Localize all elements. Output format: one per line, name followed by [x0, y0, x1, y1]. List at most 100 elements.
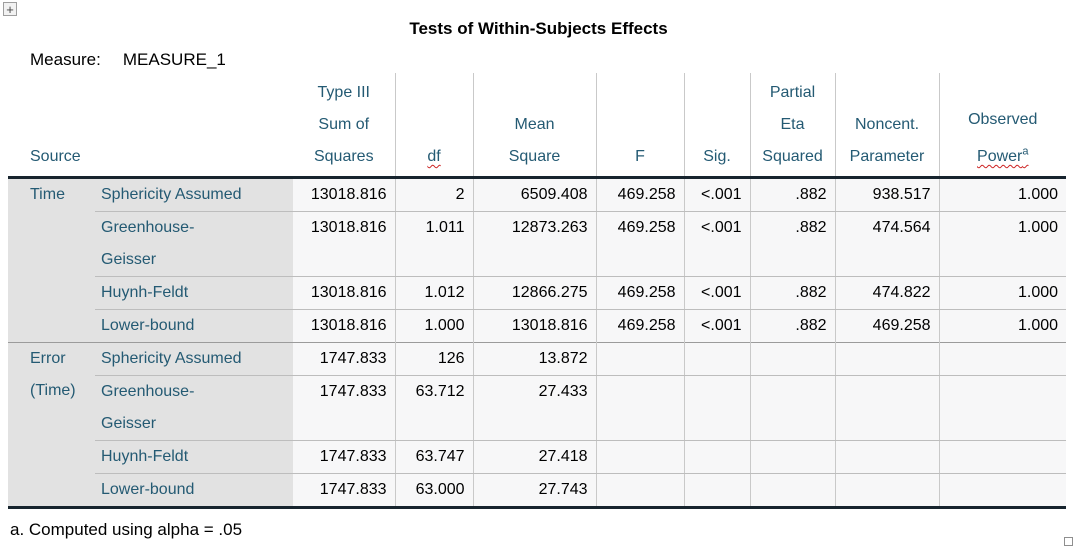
table-row: Lower-bound 13018.816 1.000 13018.816 46…: [8, 309, 1067, 343]
cell-df: 63.747: [394, 440, 474, 474]
col-header-source: Source: [8, 73, 294, 179]
cell-f: [595, 375, 685, 441]
cell-noncent-parameter: [834, 440, 940, 474]
cell-noncent-parameter: [834, 342, 940, 376]
cell-f: [595, 342, 685, 376]
cell-partial-eta-squared: [749, 342, 836, 376]
cell-f: 469.258: [595, 276, 685, 310]
cell-partial-eta-squared: [749, 375, 836, 441]
cell-method: Greenhouse- Geisser: [95, 375, 294, 441]
table-row: Greenhouse- Geisser 13018.816 1.011 1287…: [8, 211, 1067, 277]
cell-df: 1.012: [394, 276, 474, 310]
cell-f: 469.258: [595, 211, 685, 277]
cell-partial-eta-squared: .882: [749, 309, 836, 343]
cell-partial-eta-squared: .882: [749, 211, 836, 277]
cell-sum-of-squares: 13018.816: [293, 211, 396, 277]
cell-df: 63.000: [394, 473, 474, 509]
cell-method: Lower-bound: [95, 473, 294, 509]
col-header-observed-power: Observed Powera: [938, 73, 1067, 179]
col-header-mean-square: Mean Square: [472, 73, 597, 179]
cell-observed-power: [938, 342, 1067, 376]
cell-sig: <.001: [683, 309, 751, 343]
table-row: Huynh-Feldt 1747.833 63.747 27.418: [8, 440, 1067, 474]
cell-sum-of-squares: 1747.833: [293, 375, 396, 441]
table-footnote: a. Computed using alpha = .05: [10, 520, 243, 539]
measure-label: Measure:: [30, 50, 101, 69]
cell-mean-square: 27.433: [472, 375, 597, 441]
cell-sig: [683, 440, 751, 474]
cell-observed-power: 1.000: [938, 276, 1067, 310]
cell-method: Huynh-Feldt: [95, 440, 294, 474]
cell-sig: [683, 342, 751, 376]
cell-partial-eta-squared: [749, 473, 836, 509]
cell-f: 469.258: [595, 177, 685, 212]
col-header-noncent-parameter: Noncent. Parameter: [834, 73, 940, 179]
cell-sum-of-squares: 1747.833: [293, 342, 396, 376]
cell-observed-power: 1.000: [938, 211, 1067, 277]
measure-line: Measure: MEASURE_1: [30, 50, 226, 70]
cell-noncent-parameter: 938.517: [834, 177, 940, 212]
cell-method: Greenhouse- Geisser: [95, 211, 294, 277]
cell-partial-eta-squared: .882: [749, 177, 836, 212]
cell-noncent-parameter: [834, 473, 940, 509]
cell-sum-of-squares: 13018.816: [293, 309, 396, 343]
table-row: Time Sphericity Assumed 13018.816 2 6509…: [8, 177, 1067, 343]
col-header-df: df: [394, 73, 474, 179]
cell-mean-square: 6509.408: [472, 177, 597, 212]
cell-noncent-parameter: 469.258: [834, 309, 940, 343]
table-row: Greenhouse- Geisser 1747.833 63.712 27.4…: [8, 375, 1067, 441]
cell-f: 469.258: [595, 309, 685, 343]
header-row: Source Type III Sum of Squares df Mean S…: [8, 73, 1067, 179]
cell-mean-square: 27.743: [472, 473, 597, 509]
cell-observed-power: [938, 440, 1067, 474]
col-header-partial-eta-squared: Partial Eta Squared: [749, 73, 836, 179]
cell-noncent-parameter: 474.822: [834, 276, 940, 310]
cell-df: 63.712: [394, 375, 474, 441]
cell-df: 126: [394, 342, 474, 376]
col-header-type-iii-sum-of-squares: Type III Sum of Squares: [293, 73, 396, 179]
cell-partial-eta-squared: .882: [749, 276, 836, 310]
cell-sum-of-squares: 1747.833: [293, 473, 396, 509]
row-group-time: Time: [8, 177, 95, 343]
cell-observed-power: [938, 375, 1067, 441]
table-row: Error (Time) Sphericity Assumed 1747.833…: [8, 342, 1067, 509]
cell-mean-square: 12866.275: [472, 276, 597, 310]
table-row: Huynh-Feldt 13018.816 1.012 12866.275 46…: [8, 276, 1067, 310]
cell-method: Sphericity Assumed: [95, 342, 294, 376]
cell-method: Sphericity Assumed: [95, 177, 294, 212]
within-subjects-effects-table[interactable]: Source Type III Sum of Squares df Mean S…: [8, 73, 1067, 509]
cell-mean-square: 13018.816: [472, 309, 597, 343]
table-move-handle-icon[interactable]: +: [3, 2, 17, 16]
col-header-f: F: [595, 73, 685, 179]
cell-sum-of-squares: 13018.816: [293, 177, 396, 212]
measure-value: MEASURE_1: [122, 50, 226, 69]
cell-observed-power: 1.000: [938, 177, 1067, 212]
cell-f: [595, 440, 685, 474]
cell-noncent-parameter: 474.564: [834, 211, 940, 277]
cell-df: 1.000: [394, 309, 474, 343]
cell-sig: [683, 473, 751, 509]
cell-sig: <.001: [683, 276, 751, 310]
cell-sum-of-squares: 13018.816: [293, 276, 396, 310]
row-group-error-time: Error (Time): [8, 342, 95, 509]
cell-method: Lower-bound: [95, 309, 294, 343]
cell-sig: <.001: [683, 211, 751, 277]
table-row: Lower-bound 1747.833 63.000 27.743: [8, 473, 1067, 509]
cell-mean-square: 13.872: [472, 342, 597, 376]
cell-method: Huynh-Feldt: [95, 276, 294, 310]
cell-sum-of-squares: 1747.833: [293, 440, 396, 474]
cell-df: 1.011: [394, 211, 474, 277]
cell-partial-eta-squared: [749, 440, 836, 474]
cell-noncent-parameter: [834, 375, 940, 441]
cell-mean-square: 12873.263: [472, 211, 597, 277]
cell-sig: [683, 375, 751, 441]
cell-f: [595, 473, 685, 509]
cell-mean-square: 27.418: [472, 440, 597, 474]
cell-df: 2: [394, 177, 474, 212]
cell-sig: <.001: [683, 177, 751, 212]
col-header-sig: Sig.: [683, 73, 751, 179]
cell-observed-power: [938, 473, 1067, 509]
table-title: Tests of Within-Subjects Effects: [409, 19, 668, 38]
resize-handle[interactable]: [1064, 537, 1073, 546]
